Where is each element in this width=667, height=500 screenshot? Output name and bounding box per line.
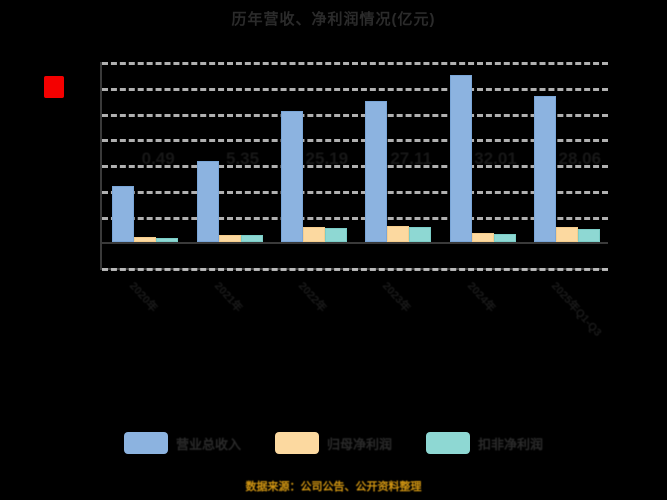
grid-line	[102, 139, 608, 143]
bar-deducted-net-profit[interactable]	[240, 235, 263, 243]
grid-line	[102, 216, 608, 220]
bar-value-label: 28.06	[558, 148, 602, 168]
bar-revenue[interactable]	[280, 110, 303, 243]
x-axis-tick-label: 2022年	[295, 280, 329, 315]
grid-line	[102, 165, 608, 168]
y-axis-unit-badge: 亿元	[44, 76, 64, 98]
bar-net-profit[interactable]	[471, 232, 494, 243]
zero-axis-line	[102, 242, 608, 245]
source-note: 数据来源：公司公告、公开资料整理	[245, 481, 422, 493]
grid-line	[102, 113, 608, 117]
legend-item[interactable]: 扣非净利润	[426, 432, 543, 454]
x-axis-tick-label: 2024年	[464, 280, 498, 315]
grid-line	[102, 62, 608, 65]
chart-legend: 营业总收入 归母净利润 扣非净利润	[0, 432, 667, 454]
bar-net-profit[interactable]	[387, 226, 410, 243]
bar-value-label: 27.11	[390, 148, 432, 168]
bar-revenue[interactable]	[365, 100, 388, 243]
bar-net-profit[interactable]	[555, 226, 578, 243]
bar-net-profit[interactable]	[302, 227, 325, 243]
x-axis-tick-label: 2023年	[380, 280, 413, 315]
bar-revenue[interactable]	[449, 75, 472, 243]
bar-value-label: 25.19	[305, 148, 349, 168]
bar-deducted-net-profit[interactable]	[409, 226, 432, 243]
legend-label: 归母净利润	[326, 436, 392, 452]
plot-area: 35302520151050-50.492020年5.352021年25.192…	[100, 62, 608, 339]
grid-line	[102, 87, 608, 91]
legend-label: 营业总收入	[175, 436, 241, 452]
legend-swatch	[426, 432, 470, 454]
bar-net-profit[interactable]	[218, 234, 241, 243]
legend-swatch	[274, 432, 319, 454]
grid-line	[102, 190, 608, 194]
legend-item[interactable]: 归母净利润	[274, 432, 392, 454]
bar-deducted-net-profit[interactable]	[156, 238, 179, 243]
x-axis-tick-label: 2020年	[127, 280, 160, 315]
legend-label: 扣非净利润	[478, 436, 544, 452]
bar-deducted-net-profit[interactable]	[493, 233, 516, 243]
bar-deducted-net-profit[interactable]	[577, 228, 600, 243]
bar-value-label: 0.49	[141, 148, 175, 168]
bar-revenue[interactable]	[112, 186, 135, 243]
bar-revenue[interactable]	[533, 95, 556, 243]
legend-swatch	[123, 432, 168, 454]
bar-value-label: 32.01	[474, 148, 517, 168]
bar-deducted-net-profit[interactable]	[324, 227, 347, 243]
x-axis-tick-label: 2021年	[211, 280, 245, 315]
x-axis-tick-label: 2025年Q1-Q3	[548, 280, 604, 339]
bar-revenue[interactable]	[196, 161, 219, 243]
bar-net-profit[interactable]	[134, 237, 157, 243]
bar-value-label: 5.35	[225, 148, 260, 168]
grid-line	[102, 268, 608, 271]
chart-title: 历年营收、净利润情况(亿元)	[231, 11, 436, 28]
legend-item[interactable]: 营业总收入	[123, 432, 241, 454]
